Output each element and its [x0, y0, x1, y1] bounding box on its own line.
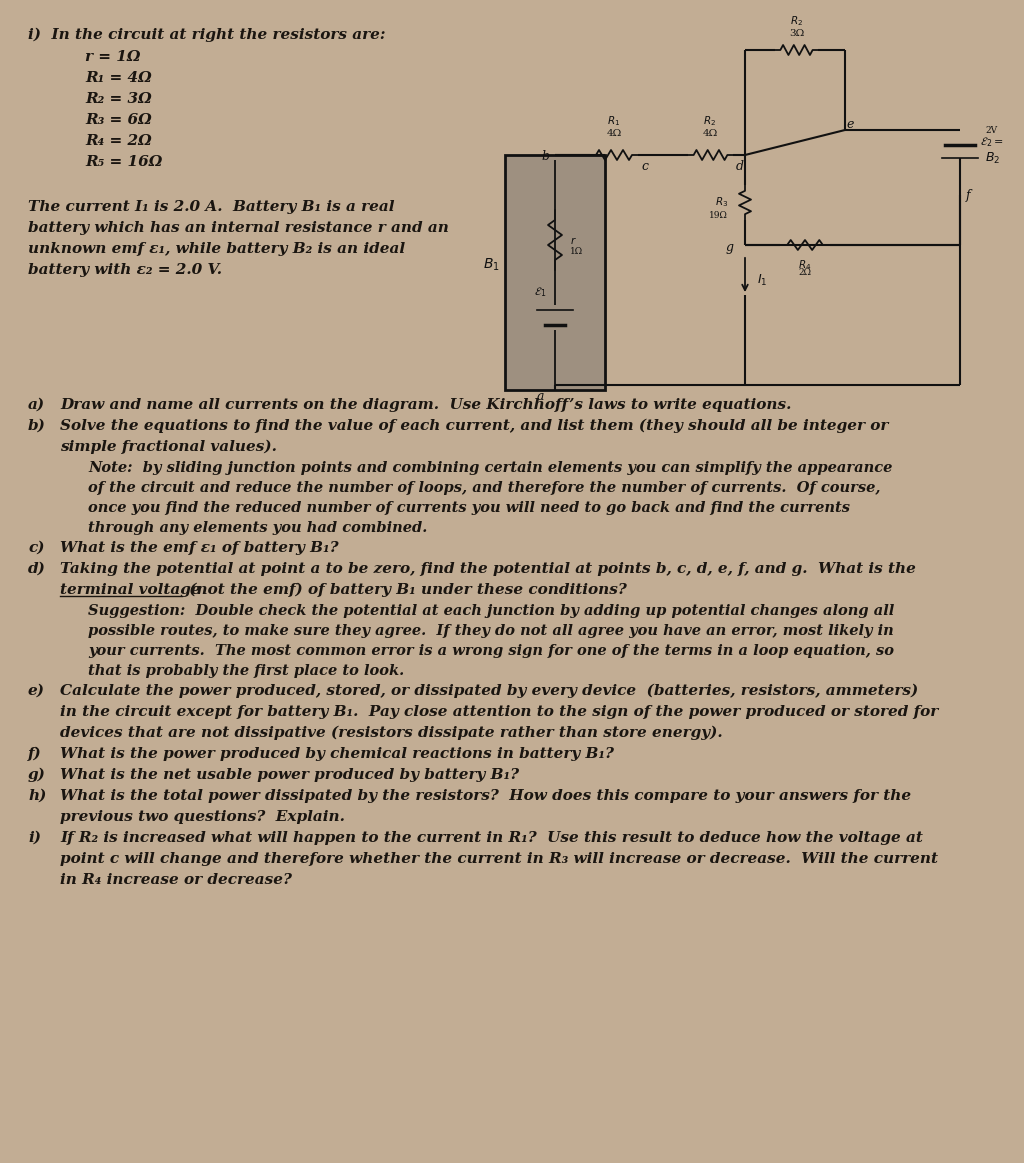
Text: (not the emf) of battery B₁ under these conditions?: (not the emf) of battery B₁ under these … [184, 583, 627, 598]
Text: $r$: $r$ [570, 235, 577, 245]
Text: What is the total power dissipated by the resistors?  How does this compare to y: What is the total power dissipated by th… [60, 789, 911, 802]
Text: $B_2$: $B_2$ [985, 150, 1000, 165]
Text: 4Ω: 4Ω [606, 129, 622, 138]
Text: unknown emf ε₁, while battery B₂ is an ideal: unknown emf ε₁, while battery B₂ is an i… [28, 242, 406, 256]
Text: possible routes, to make sure they agree.  If they do not all agree you have an : possible routes, to make sure they agree… [88, 625, 894, 638]
Text: d): d) [28, 562, 46, 576]
Bar [505, 155, 605, 390]
Text: e): e) [28, 684, 45, 698]
Text: 4Ω: 4Ω [702, 129, 718, 138]
Text: 2Ω: 2Ω [799, 267, 811, 277]
Text: battery which has an internal resistance r and an: battery which has an internal resistance… [28, 221, 449, 235]
Text: R₃ = 6Ω: R₃ = 6Ω [85, 113, 152, 127]
Text: that is probably the first place to look.: that is probably the first place to look… [88, 664, 404, 678]
Text: 1Ω: 1Ω [570, 248, 583, 257]
Text: $I_1$: $I_1$ [757, 272, 767, 287]
Text: through any elements you had combined.: through any elements you had combined. [88, 521, 427, 535]
Text: Calculate the power produced, stored, or dissipated by every device  (batteries,: Calculate the power produced, stored, or… [60, 684, 919, 699]
Text: d: d [736, 160, 744, 173]
Text: $R_4$: $R_4$ [799, 258, 812, 272]
Text: Taking the potential at point a to be zero, find the potential at points b, c, d: Taking the potential at point a to be ze… [60, 562, 915, 576]
Text: Suggestion:  Double check the potential at each junction by adding up potential : Suggestion: Double check the potential a… [88, 604, 894, 618]
Text: i): i) [28, 832, 41, 846]
Text: b): b) [28, 419, 46, 433]
Text: Draw and name all currents on the diagram.  Use Kirchhoff’s laws to write equati: Draw and name all currents on the diagra… [60, 398, 792, 412]
Text: What is the net usable power produced by battery B₁?: What is the net usable power produced by… [60, 768, 519, 782]
Text: What is the power produced by chemical reactions in battery B₁?: What is the power produced by chemical r… [60, 747, 613, 761]
Text: h): h) [28, 789, 46, 802]
Text: your currents.  The most common error is a wrong sign for one of the terms in a : your currents. The most common error is … [88, 644, 894, 658]
Text: once you find the reduced number of currents you will need to go back and find t: once you find the reduced number of curr… [88, 501, 850, 515]
Text: a: a [537, 391, 544, 404]
Text: If R₂ is increased what will happen to the current in R₁?  Use this result to de: If R₂ is increased what will happen to t… [60, 832, 923, 846]
Text: c: c [641, 160, 648, 173]
Text: f): f) [28, 747, 42, 762]
Text: a): a) [28, 398, 45, 412]
Text: previous two questions?  Explain.: previous two questions? Explain. [60, 809, 345, 825]
Text: b: b [541, 150, 549, 164]
Text: 2V: 2V [985, 126, 997, 135]
Text: r = 1Ω: r = 1Ω [85, 50, 140, 64]
Text: simple fractional values).: simple fractional values). [60, 440, 276, 455]
Text: in R₄ increase or decrease?: in R₄ increase or decrease? [60, 873, 292, 887]
Text: terminal voltage: terminal voltage [60, 583, 201, 597]
Text: Solve the equations to find the value of each current, and list them (they shoul: Solve the equations to find the value of… [60, 419, 889, 434]
Text: R₅ = 16Ω: R₅ = 16Ω [85, 155, 163, 169]
Text: i)  In the circuit at right the resistors are:: i) In the circuit at right the resistors… [28, 28, 385, 42]
Text: $R_2$: $R_2$ [791, 14, 804, 28]
Text: R₂ = 3Ω: R₂ = 3Ω [85, 92, 152, 106]
Text: 3Ω: 3Ω [790, 29, 805, 38]
Text: e: e [846, 119, 854, 131]
Text: R₁ = 4Ω: R₁ = 4Ω [85, 71, 152, 85]
Text: $R_2$: $R_2$ [703, 114, 717, 128]
Text: $\mathcal{E}_2=$: $\mathcal{E}_2=$ [980, 135, 1004, 149]
Text: of the circuit and reduce the number of loops, and therefore the number of curre: of the circuit and reduce the number of … [88, 481, 881, 495]
Text: g): g) [28, 768, 46, 783]
Text: devices that are not dissipative (resistors dissipate rather than store energy).: devices that are not dissipative (resist… [60, 726, 723, 741]
Text: R₄ = 2Ω: R₄ = 2Ω [85, 134, 152, 148]
Text: point c will change and therefore whether the current in R₃ will increase or dec: point c will change and therefore whethe… [60, 852, 938, 866]
Text: g: g [726, 242, 734, 255]
Text: $\mathcal{E}_1$: $\mathcal{E}_1$ [534, 285, 546, 299]
Text: 19Ω: 19Ω [710, 211, 728, 220]
Text: battery with ε₂ = 2.0 V.: battery with ε₂ = 2.0 V. [28, 263, 222, 277]
Text: in the circuit except for battery B₁.  Pay close attention to the sign of the po: in the circuit except for battery B₁. Pa… [60, 705, 938, 719]
Text: $R_1$: $R_1$ [607, 114, 621, 128]
Text: The current I₁ is 2.0 A.  Battery B₁ is a real: The current I₁ is 2.0 A. Battery B₁ is a… [28, 200, 394, 214]
Text: What is the emf ε₁ of battery B₁?: What is the emf ε₁ of battery B₁? [60, 541, 339, 555]
Text: f: f [966, 188, 971, 201]
Text: Note:  by sliding junction points and combining certain elements you can simplif: Note: by sliding junction points and com… [88, 461, 892, 475]
Text: $B_1$: $B_1$ [483, 257, 500, 273]
Text: $R_3$: $R_3$ [715, 195, 728, 209]
Text: c): c) [28, 541, 44, 555]
